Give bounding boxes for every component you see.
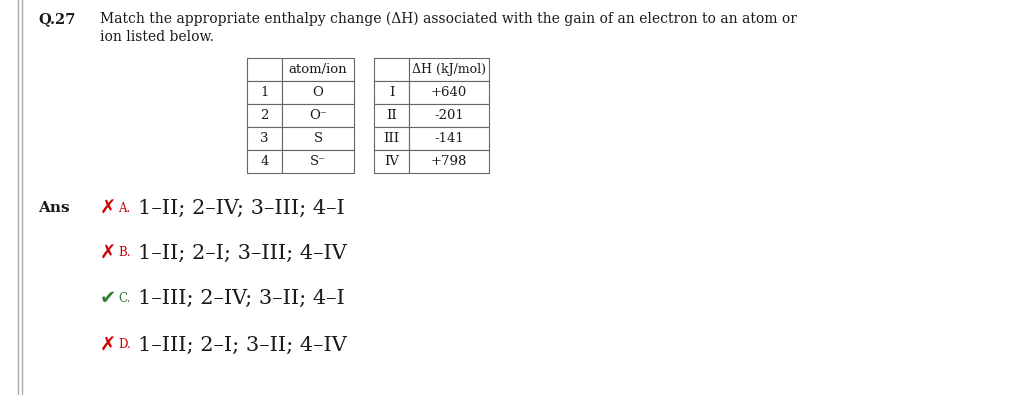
Text: 1: 1	[260, 86, 268, 99]
Text: D.: D.	[118, 339, 131, 352]
Text: atom/ion: atom/ion	[289, 63, 347, 76]
Bar	[374, 81, 409, 104]
Bar	[409, 104, 489, 127]
Text: -141: -141	[434, 132, 464, 145]
Text: ΔH (kJ/mol): ΔH (kJ/mol)	[412, 63, 486, 76]
Text: C.: C.	[118, 292, 130, 305]
Text: +640: +640	[431, 86, 467, 99]
Bar	[247, 81, 282, 104]
Text: Q.27: Q.27	[38, 12, 76, 26]
Text: 1–II; 2–IV; 3–III; 4–I: 1–II; 2–IV; 3–III; 4–I	[138, 199, 345, 218]
Bar	[247, 150, 282, 173]
Text: ✗: ✗	[100, 199, 117, 218]
Bar	[374, 104, 409, 127]
Text: 3: 3	[260, 132, 268, 145]
Bar	[374, 127, 409, 150]
Text: 2: 2	[260, 109, 268, 122]
Bar	[247, 58, 282, 81]
Bar	[409, 127, 489, 150]
Text: 1–III; 2–I; 3–II; 4–IV: 1–III; 2–I; 3–II; 4–IV	[138, 335, 347, 354]
Text: II: II	[386, 109, 397, 122]
Text: 4: 4	[260, 155, 268, 168]
Bar	[282, 58, 354, 81]
Text: Ans: Ans	[38, 201, 70, 215]
Text: IV: IV	[384, 155, 399, 168]
Text: ✗: ✗	[100, 243, 117, 263]
Bar	[374, 150, 409, 173]
Text: -201: -201	[434, 109, 464, 122]
Bar	[282, 104, 354, 127]
Text: III: III	[383, 132, 399, 145]
Text: S⁻: S⁻	[310, 155, 326, 168]
Text: O: O	[312, 86, 324, 99]
Text: 1–III; 2–IV; 3–II; 4–I: 1–III; 2–IV; 3–II; 4–I	[138, 288, 345, 307]
Text: S: S	[313, 132, 323, 145]
Bar	[282, 127, 354, 150]
Bar	[409, 58, 489, 81]
Text: 1–II; 2–I; 3–III; 4–IV: 1–II; 2–I; 3–III; 4–IV	[138, 243, 347, 263]
Text: I: I	[389, 86, 394, 99]
Bar	[282, 150, 354, 173]
Text: ✗: ✗	[100, 335, 117, 354]
Bar	[247, 127, 282, 150]
Bar	[282, 81, 354, 104]
Text: ion listed below.: ion listed below.	[100, 30, 214, 44]
Text: ✔: ✔	[100, 288, 117, 307]
Text: O⁻: O⁻	[309, 109, 327, 122]
Bar	[409, 81, 489, 104]
Bar	[247, 104, 282, 127]
Text: +798: +798	[431, 155, 467, 168]
Bar	[409, 150, 489, 173]
Text: A.: A.	[118, 201, 130, 214]
Bar	[374, 58, 409, 81]
Text: B.: B.	[118, 246, 130, 260]
Text: Match the appropriate enthalpy change (ΔH) associated with the gain of an electr: Match the appropriate enthalpy change (Δ…	[100, 12, 797, 26]
